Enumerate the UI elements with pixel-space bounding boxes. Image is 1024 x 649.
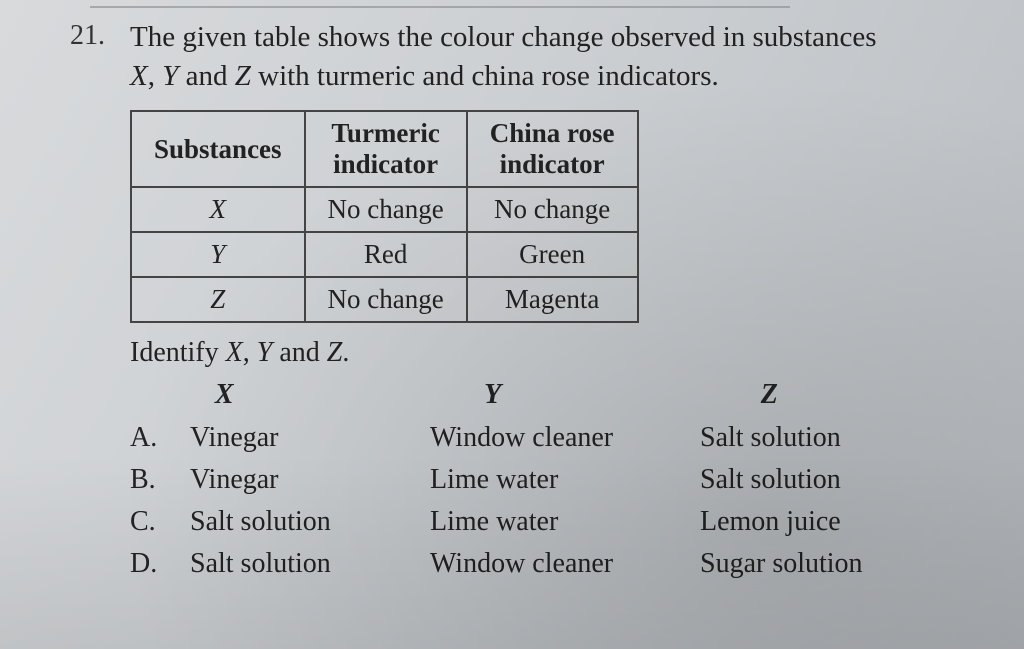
and-word: and — [178, 60, 234, 92]
col-turmeric: Turmeric indicator — [305, 111, 467, 187]
option-x: Salt solution — [190, 543, 430, 585]
col-china-l2: indicator — [490, 149, 615, 180]
question-text: The given table shows the colour change … — [130, 18, 890, 96]
option-z: Salt solution — [700, 417, 940, 459]
table-row: Z No change Magenta — [131, 277, 638, 322]
option-x: Salt solution — [190, 501, 430, 543]
table-header-row: Substances Turmeric indicator China rose… — [131, 111, 638, 187]
col-china-l1: China rose — [490, 118, 615, 149]
identify-dot: . — [342, 337, 349, 368]
identify-and: and — [272, 337, 326, 368]
indicator-table: Substances Turmeric indicator China rose… — [130, 110, 639, 323]
cell-substance: Z — [131, 277, 305, 322]
options-header-x: X — [185, 379, 434, 411]
page-rule — [90, 6, 790, 8]
question-number: 21. — [70, 20, 105, 52]
cell-substance: Y — [131, 232, 305, 277]
options-header-y: Y — [434, 379, 731, 411]
options-header-z: Z — [731, 379, 980, 411]
option-letter: B. — [130, 459, 190, 501]
cell-turmeric: No change — [305, 187, 467, 232]
option-x: Vinegar — [190, 459, 430, 501]
options-header: X Y Z — [130, 379, 980, 411]
option-x: Vinegar — [190, 417, 430, 459]
options-header-blank — [130, 379, 185, 411]
table-row: Y Red Green — [131, 232, 638, 277]
table-row: X No change No change — [131, 187, 638, 232]
option-y: Window cleaner — [430, 543, 700, 585]
option-letter: A. — [130, 417, 190, 459]
cell-turmeric: Red — [305, 232, 467, 277]
col-turmeric-l2: indicator — [328, 149, 444, 180]
cell-china: No change — [467, 187, 638, 232]
var-y: Y — [162, 60, 178, 92]
comma-1: , — [148, 60, 163, 92]
col-turmeric-l1: Turmeric — [328, 118, 444, 149]
options-block: X Y Z A. Vinegar Window cleaner Salt sol… — [130, 379, 980, 585]
option-row: C. Salt solution Lime water Lemon juice — [130, 501, 980, 543]
cell-china: Magenta — [467, 277, 638, 322]
col-china: China rose indicator — [467, 111, 638, 187]
question-block: 21. The given table shows the colour cha… — [80, 18, 980, 585]
option-y: Lime water — [430, 501, 700, 543]
option-y: Window cleaner — [430, 417, 700, 459]
option-letter: D. — [130, 543, 190, 585]
cell-turmeric: No change — [305, 277, 467, 322]
cell-china: Green — [467, 232, 638, 277]
option-z: Lemon juice — [700, 501, 940, 543]
identify-c1: , — [243, 337, 257, 368]
option-letter: C. — [130, 501, 190, 543]
col-substances: Substances — [131, 111, 305, 187]
identify-x: X — [226, 337, 243, 368]
identify-pre: Identify — [130, 337, 226, 368]
option-row: A. Vinegar Window cleaner Salt solution — [130, 417, 980, 459]
option-row: B. Vinegar Lime water Salt solution — [130, 459, 980, 501]
identify-z: Z — [327, 337, 343, 368]
question-text-post: with turmeric and china rose indicators. — [251, 60, 719, 92]
option-z: Salt solution — [700, 459, 940, 501]
identify-y: Y — [257, 337, 273, 368]
option-y: Lime water — [430, 459, 700, 501]
option-row: D. Salt solution Window cleaner Sugar so… — [130, 543, 980, 585]
identify-line: Identify X, Y and Z. — [130, 337, 980, 369]
question-text-pre: The given table shows the colour change … — [130, 21, 877, 53]
cell-substance: X — [131, 187, 305, 232]
option-z: Sugar solution — [700, 543, 940, 585]
var-x: X — [130, 60, 148, 92]
var-z: Z — [235, 60, 251, 92]
